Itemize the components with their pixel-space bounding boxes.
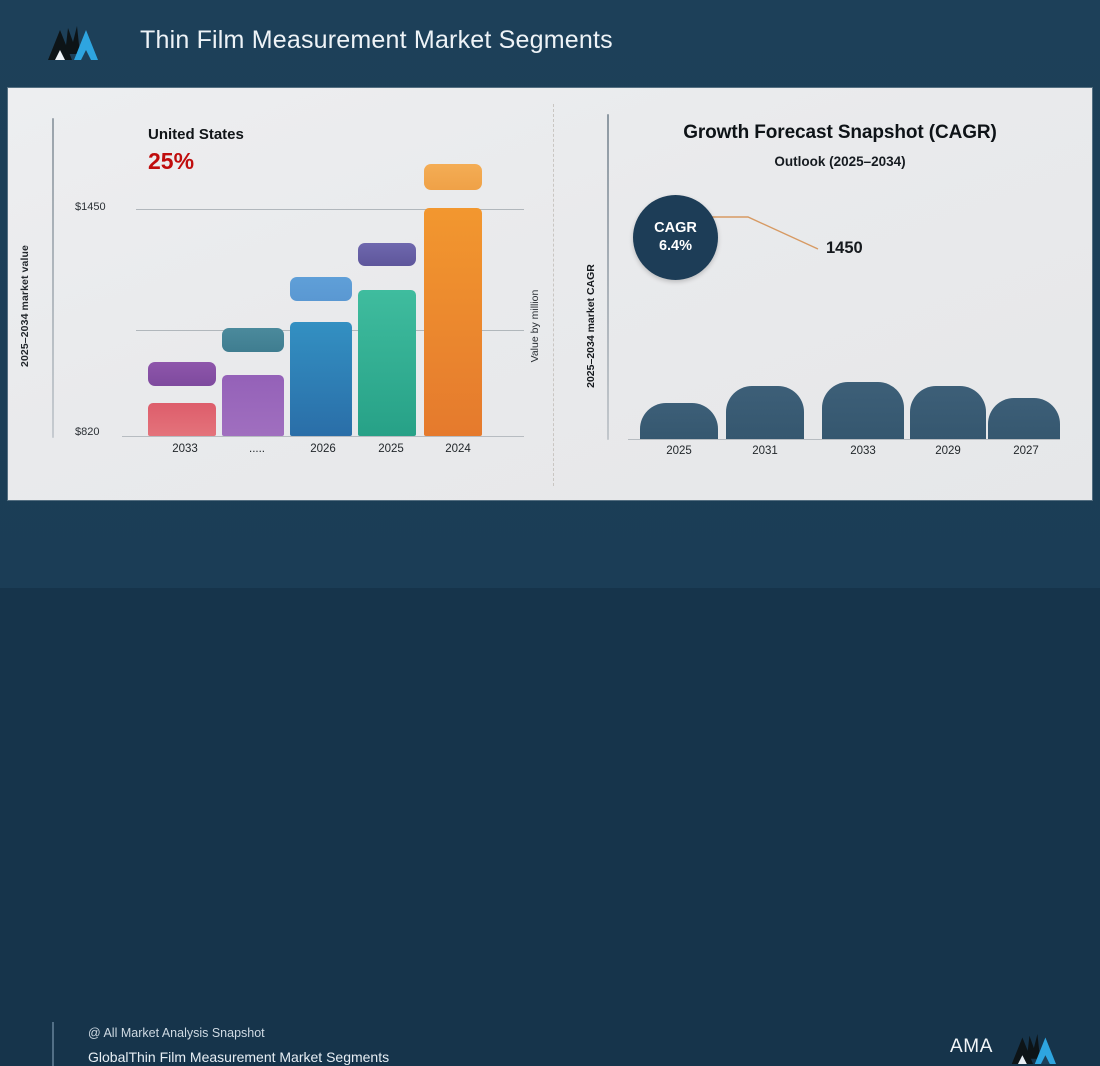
bar-cap-2024 bbox=[424, 164, 482, 190]
bar-2024 bbox=[424, 208, 482, 436]
right-y-axis-line bbox=[607, 114, 609, 440]
left-y-axis-label: 2025–2034 market value bbox=[19, 245, 31, 367]
bar-cap-2025 bbox=[358, 243, 416, 266]
bar-cap-2026 bbox=[290, 277, 352, 301]
ama-mountain-logo-icon bbox=[1011, 1033, 1056, 1065]
x-label-2024: 2024 bbox=[445, 443, 471, 455]
bar-cap-2033 bbox=[148, 362, 216, 386]
x-label-r-2027: 2027 bbox=[1013, 445, 1039, 457]
bar-cap-dots bbox=[222, 328, 284, 352]
right-chart-subtitle: Outlook (2025–2034) bbox=[774, 154, 906, 169]
y-tick-label-1450: $1450 bbox=[75, 201, 106, 213]
cagr-badge: CAGR 6.4% bbox=[633, 195, 718, 280]
left-y-axis-line bbox=[52, 118, 54, 438]
bar-2026 bbox=[290, 322, 352, 436]
bar-dots bbox=[222, 375, 284, 436]
x-label-2025: 2025 bbox=[378, 443, 404, 455]
stack-base-2029 bbox=[910, 386, 986, 439]
callout-value-1450: 1450 bbox=[826, 239, 863, 257]
x-label-r-2025: 2025 bbox=[666, 445, 692, 457]
stack-base-2033 bbox=[822, 382, 904, 439]
gridline-1450 bbox=[136, 209, 524, 210]
x-label-r-2029: 2029 bbox=[935, 445, 961, 457]
footer-bar: @ All Market Analysis Snapshot GlobalThi… bbox=[0, 500, 1100, 1066]
bar-2033 bbox=[148, 403, 216, 436]
footer-accent-rule bbox=[52, 1022, 54, 1066]
callout-connector-line bbox=[700, 216, 819, 250]
stack-base-2025 bbox=[640, 403, 718, 439]
right-baseline bbox=[628, 439, 1060, 440]
bar-2025 bbox=[358, 290, 416, 436]
right-y-axis-label: 2025–2034 market CAGR bbox=[585, 264, 597, 388]
x-label-2026: 2026 bbox=[310, 443, 336, 455]
left-baseline bbox=[122, 436, 524, 437]
cagr-badge-value: 6.4% bbox=[658, 237, 693, 254]
x-label-r-2031: 2031 bbox=[752, 445, 778, 457]
header-bar: Thin Film Measurement Market Segments bbox=[0, 0, 1100, 86]
x-label-r-2033: 2033 bbox=[850, 445, 876, 457]
ama-mountain-logo-icon bbox=[48, 26, 98, 60]
x-label-2033: 2033 bbox=[172, 443, 198, 455]
panel-divider bbox=[553, 104, 554, 486]
footer-line-2: GlobalThin Film Measurement Market Segme… bbox=[88, 1049, 390, 1065]
kpi-percent-value: 25% bbox=[148, 148, 195, 174]
right-chart-title: Growth Forecast Snapshot (CAGR) bbox=[683, 122, 997, 143]
kpi-region-label: United States bbox=[148, 126, 244, 143]
x-label-dots: ..... bbox=[249, 443, 265, 455]
value-by-million-label: Value by million bbox=[529, 289, 541, 363]
cagr-badge-label: CAGR bbox=[654, 220, 697, 237]
footer-brand-text: AMA bbox=[950, 1036, 993, 1057]
y-tick-label-820: $820 bbox=[75, 426, 100, 438]
page-title: Thin Film Measurement Market Segments bbox=[140, 26, 613, 54]
stack-base-2031 bbox=[726, 386, 804, 439]
footer-line-1: @ All Market Analysis Snapshot bbox=[88, 1026, 265, 1040]
stack-base-2027 bbox=[988, 398, 1060, 439]
